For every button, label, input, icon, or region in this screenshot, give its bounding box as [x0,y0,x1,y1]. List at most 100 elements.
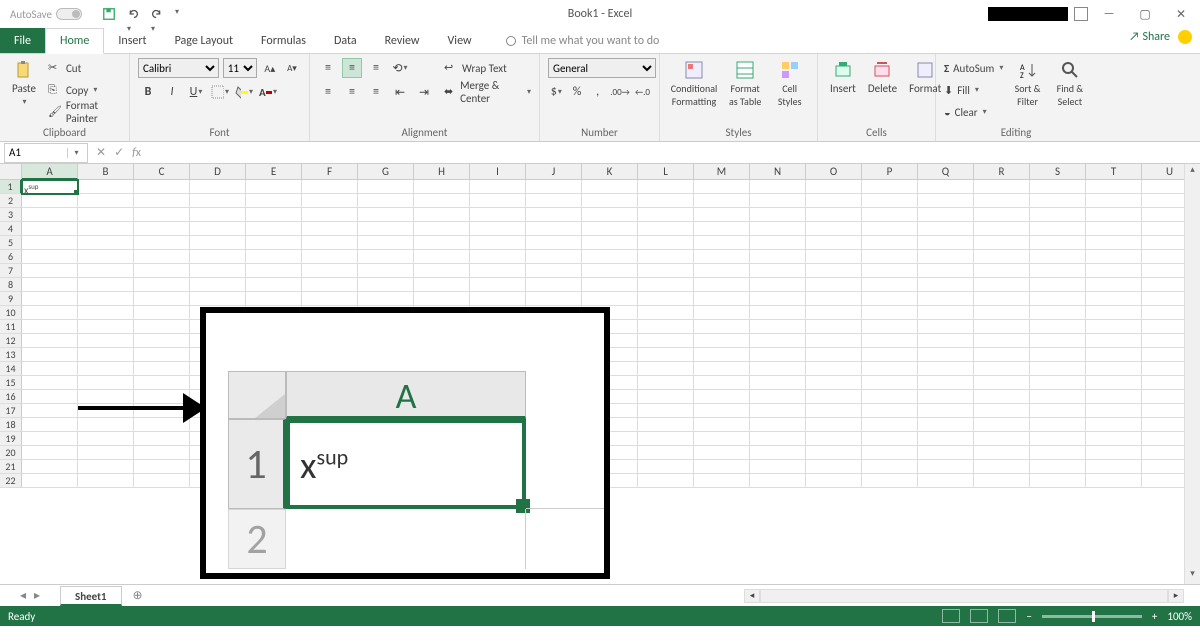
cell-C21[interactable] [134,460,190,474]
close-button[interactable]: ✕ [1166,4,1196,24]
percent-button[interactable]: % [569,82,586,102]
cell-G6[interactable] [358,250,414,264]
fx-icon[interactable]: fx [132,146,141,160]
cell-B4[interactable] [78,222,134,236]
sheet-nav-next[interactable]: ▸ [34,588,40,603]
cell-P20[interactable] [862,446,918,460]
cell-G3[interactable] [358,208,414,222]
cell-O1[interactable] [806,180,862,194]
cell-N1[interactable] [750,180,806,194]
font-size-select[interactable]: 11 [223,58,257,78]
col-header-A[interactable]: A [22,164,78,180]
cell-S13[interactable] [1030,348,1086,362]
cell-M3[interactable] [694,208,750,222]
align-bottom-button[interactable]: ≡ [366,58,386,78]
cell-N14[interactable] [750,362,806,376]
cell-D2[interactable] [190,194,246,208]
cell-O12[interactable] [806,334,862,348]
font-color-button[interactable]: A▾ [258,82,278,102]
cell-S16[interactable] [1030,390,1086,404]
cell-L4[interactable] [638,222,694,236]
cell-L8[interactable] [638,278,694,292]
format-painter-button[interactable]: 🖌Format Painter [48,102,121,122]
cell-F6[interactable] [302,250,358,264]
cell-M13[interactable] [694,348,750,362]
row-header-6[interactable]: 6 [0,250,22,264]
tab-review[interactable]: Review [371,28,434,53]
cell-R1[interactable] [974,180,1030,194]
cell-S14[interactable] [1030,362,1086,376]
cell-T7[interactable] [1086,264,1142,278]
cell-K7[interactable] [582,264,638,278]
cell-B14[interactable] [78,362,134,376]
cell-F8[interactable] [302,278,358,292]
cell-G8[interactable] [358,278,414,292]
cell-O6[interactable] [806,250,862,264]
row-header-17[interactable]: 17 [0,404,22,418]
cell-E1[interactable] [246,180,302,194]
cell-N13[interactable] [750,348,806,362]
cell-N20[interactable] [750,446,806,460]
find-select-button[interactable]: Find & Select [1052,58,1088,122]
cell-I4[interactable] [470,222,526,236]
row-header-12[interactable]: 12 [0,334,22,348]
cell-P21[interactable] [862,460,918,474]
sheet-nav-prev[interactable]: ◂ [20,588,26,603]
cell-B11[interactable] [78,320,134,334]
cell-S21[interactable] [1030,460,1086,474]
cell-P9[interactable] [862,292,918,306]
cell-Q9[interactable] [918,292,974,306]
name-box-dropdown[interactable]: ▾ [67,148,85,158]
cell-Q14[interactable] [918,362,974,376]
cell-L15[interactable] [638,376,694,390]
cell-T15[interactable] [1086,376,1142,390]
cell-J8[interactable] [526,278,582,292]
cell-B8[interactable] [78,278,134,292]
cell-B20[interactable] [78,446,134,460]
cell-N12[interactable] [750,334,806,348]
cell-E2[interactable] [246,194,302,208]
copy-button[interactable]: ⎘Copy▾ [48,80,121,100]
cell-N18[interactable] [750,418,806,432]
cell-K9[interactable] [582,292,638,306]
cell-C2[interactable] [134,194,190,208]
cell-A2[interactable] [22,194,78,208]
cell-I8[interactable] [470,278,526,292]
cell-R22[interactable] [974,474,1030,488]
decrease-indent-button[interactable]: ⇤ [390,82,410,102]
cell-Q20[interactable] [918,446,974,460]
cell-styles-button[interactable]: Cell Styles [770,58,809,110]
cell-E9[interactable] [246,292,302,306]
cell-A20[interactable] [22,446,78,460]
col-header-F[interactable]: F [302,164,358,180]
insert-cells-button[interactable]: Insert [826,58,860,97]
cell-C10[interactable] [134,306,190,320]
cell-O18[interactable] [806,418,862,432]
cell-O21[interactable] [806,460,862,474]
cell-S3[interactable] [1030,208,1086,222]
cell-Q7[interactable] [918,264,974,278]
cell-H4[interactable] [414,222,470,236]
cell-A11[interactable] [22,320,78,334]
cell-M21[interactable] [694,460,750,474]
cell-R17[interactable] [974,404,1030,418]
cell-N17[interactable] [750,404,806,418]
cell-B1[interactable] [78,180,134,194]
row-header-13[interactable]: 13 [0,348,22,362]
cell-G9[interactable] [358,292,414,306]
cell-L21[interactable] [638,460,694,474]
clear-button[interactable]: ◒ Clear▾ [944,102,1003,122]
autosave-toggle[interactable]: AutoSave [10,8,82,21]
normal-view-button[interactable] [942,609,960,623]
cell-O13[interactable] [806,348,862,362]
cell-L13[interactable] [638,348,694,362]
cell-H6[interactable] [414,250,470,264]
decrease-decimal-button[interactable]: ←.0 [634,82,651,102]
cell-C11[interactable] [134,320,190,334]
undo-icon[interactable]: ▾ [126,7,140,21]
borders-button[interactable]: ▾ [210,82,230,102]
cell-J4[interactable] [526,222,582,236]
scroll-up-button[interactable]: ▴ [1185,164,1200,180]
col-header-K[interactable]: K [582,164,638,180]
cell-J5[interactable] [526,236,582,250]
